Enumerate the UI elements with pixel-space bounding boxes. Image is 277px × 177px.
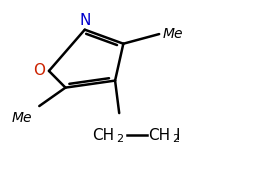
Text: I: I (176, 128, 180, 142)
Text: 2: 2 (116, 134, 123, 144)
Text: O: O (34, 63, 46, 78)
Text: N: N (79, 13, 91, 28)
Text: CH: CH (92, 128, 114, 142)
Text: CH: CH (148, 128, 170, 142)
Text: Me: Me (12, 111, 32, 125)
Text: 2: 2 (172, 134, 179, 144)
Text: Me: Me (163, 27, 183, 41)
